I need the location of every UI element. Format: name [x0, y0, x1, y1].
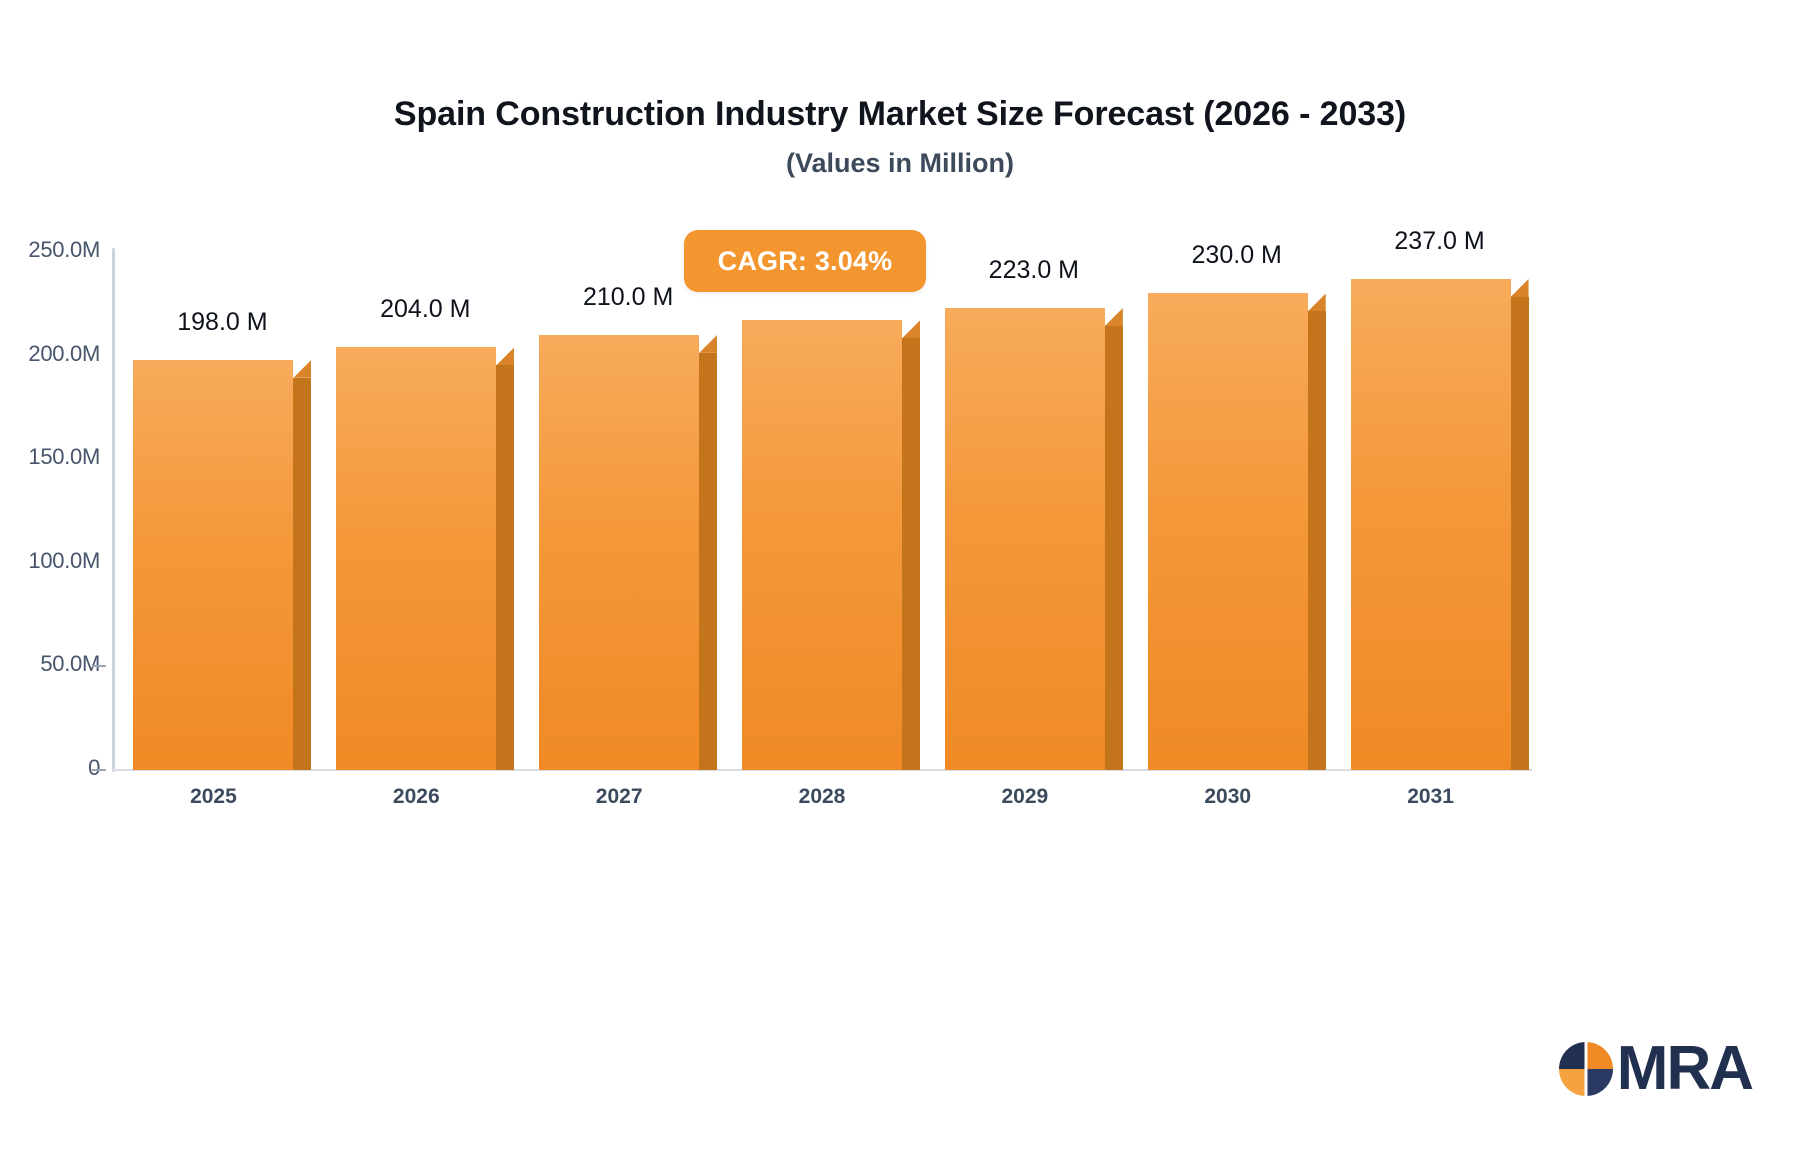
bar-side-face [1510, 296, 1529, 770]
bar-value-label: 237.0 M [1394, 226, 1485, 255]
bar-2030[interactable] [1147, 293, 1326, 770]
x-tick-label-2030: 2030 [1204, 785, 1252, 808]
x-tick-label-2025: 2025 [190, 785, 237, 808]
bar-top-face [1104, 307, 1123, 326]
y-tick-mark [92, 665, 106, 668]
bar-top-face [293, 359, 312, 378]
bar-2025[interactable] [133, 359, 312, 770]
bar-2029[interactable] [944, 307, 1123, 770]
x-tick-label-2028: 2028 [798, 785, 846, 808]
bar-side-face [699, 352, 718, 770]
bar-front-face [1147, 293, 1308, 770]
bar-top-face [1510, 278, 1529, 297]
bar-side-face [1104, 325, 1123, 770]
bar-side-face [496, 365, 515, 770]
bar-side-face [293, 377, 312, 770]
title-block: Spain Construction Industry Market Size … [0, 95, 1800, 179]
plot-area [112, 252, 1532, 770]
y-tick-mark [92, 769, 106, 771]
x-tick-label-2029: 2029 [1001, 785, 1049, 808]
bar-2026[interactable] [336, 347, 515, 770]
brand-logo: MRA [1558, 1034, 1754, 1103]
y-axis-line [112, 248, 115, 772]
bar-front-face [1350, 278, 1511, 770]
bar-2031[interactable] [1350, 278, 1529, 770]
bar-front-face [539, 334, 700, 770]
bar-value-label: 223.0 M [988, 255, 1080, 284]
x-axis-line [112, 769, 1532, 771]
y-tick-label: 200.0M [28, 340, 100, 366]
y-tick-label: 100.0M [28, 547, 100, 573]
cagr-badge: CAGR: 3.04% [684, 230, 926, 292]
cagr-badge-label: CAGR: 3.04% [717, 245, 893, 276]
bar-front-face [944, 307, 1105, 770]
chart-subtitle: (Values in Million) [785, 148, 1015, 179]
y-tick-label: 50.0M [40, 651, 100, 677]
bar-top-face [699, 334, 718, 353]
bar-front-face [742, 320, 902, 770]
bar-side-face [1307, 311, 1326, 770]
bar-value-label: 230.0 M [1191, 241, 1282, 270]
bar-front-face [133, 359, 294, 770]
bar-side-face [902, 338, 920, 770]
bar-top-face [1307, 293, 1326, 312]
y-tick-label: 250.0M [28, 237, 100, 262]
page-title: Spain Construction Industry Market Size … [393, 95, 1407, 133]
pie-logo-icon [1558, 1042, 1613, 1096]
x-tick-label-2027: 2027 [595, 785, 643, 808]
brand-logo-text: MRA [1616, 1034, 1754, 1103]
bar-value-label: 210.0 M [582, 282, 674, 311]
bar-value-label: 198.0 M [177, 307, 268, 336]
bar-2028[interactable] [742, 320, 920, 770]
x-tick-label-2026: 2026 [392, 785, 440, 808]
y-tick-label: 150.0M [28, 444, 100, 470]
y-tick-label: 0 [88, 755, 100, 780]
bar-top-face [902, 320, 920, 339]
bar-top-face [496, 347, 515, 366]
bar-value-label: 204.0 M [380, 295, 471, 324]
bar-front-face [336, 347, 497, 770]
bar-2027[interactable] [539, 334, 718, 770]
x-tick-label-2031: 2031 [1407, 785, 1454, 808]
